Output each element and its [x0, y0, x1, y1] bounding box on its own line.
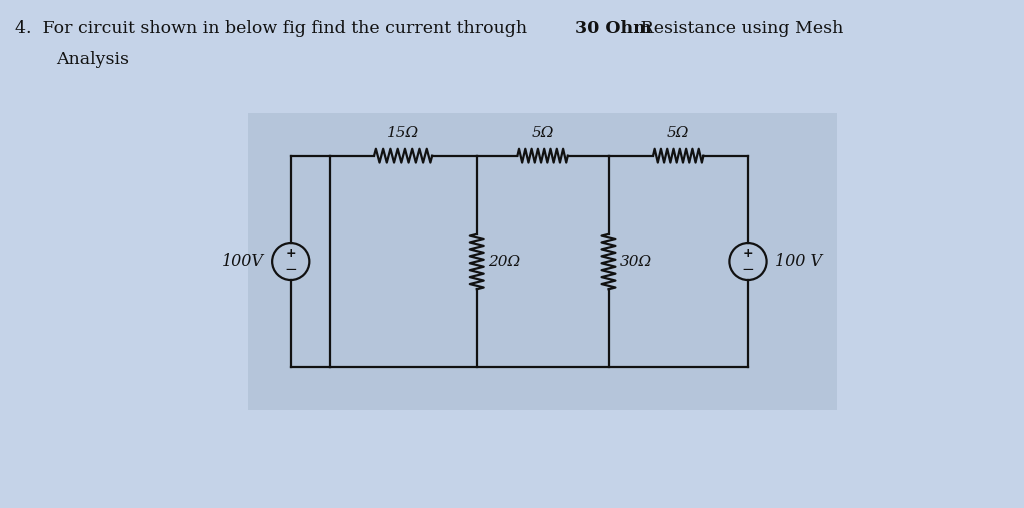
Text: 100 V: 100 V [775, 253, 822, 270]
Text: 15Ω: 15Ω [387, 126, 419, 140]
Text: 30Ω: 30Ω [620, 255, 651, 269]
Text: −: − [285, 262, 297, 277]
FancyBboxPatch shape [248, 113, 838, 410]
Text: 5Ω: 5Ω [531, 126, 554, 140]
Text: 5Ω: 5Ω [667, 126, 689, 140]
Text: 4.  For circuit shown in below fig find the current through: 4. For circuit shown in below fig find t… [15, 20, 532, 37]
Text: 30 Ohm: 30 Ohm [575, 20, 652, 37]
Text: −: − [741, 262, 755, 277]
Text: +: + [742, 246, 754, 260]
Text: Analysis: Analysis [56, 50, 129, 68]
Text: 20Ω: 20Ω [487, 255, 520, 269]
Text: +: + [286, 246, 296, 260]
Text: Resistance using Mesh: Resistance using Mesh [635, 20, 843, 37]
Text: 100V: 100V [222, 253, 263, 270]
